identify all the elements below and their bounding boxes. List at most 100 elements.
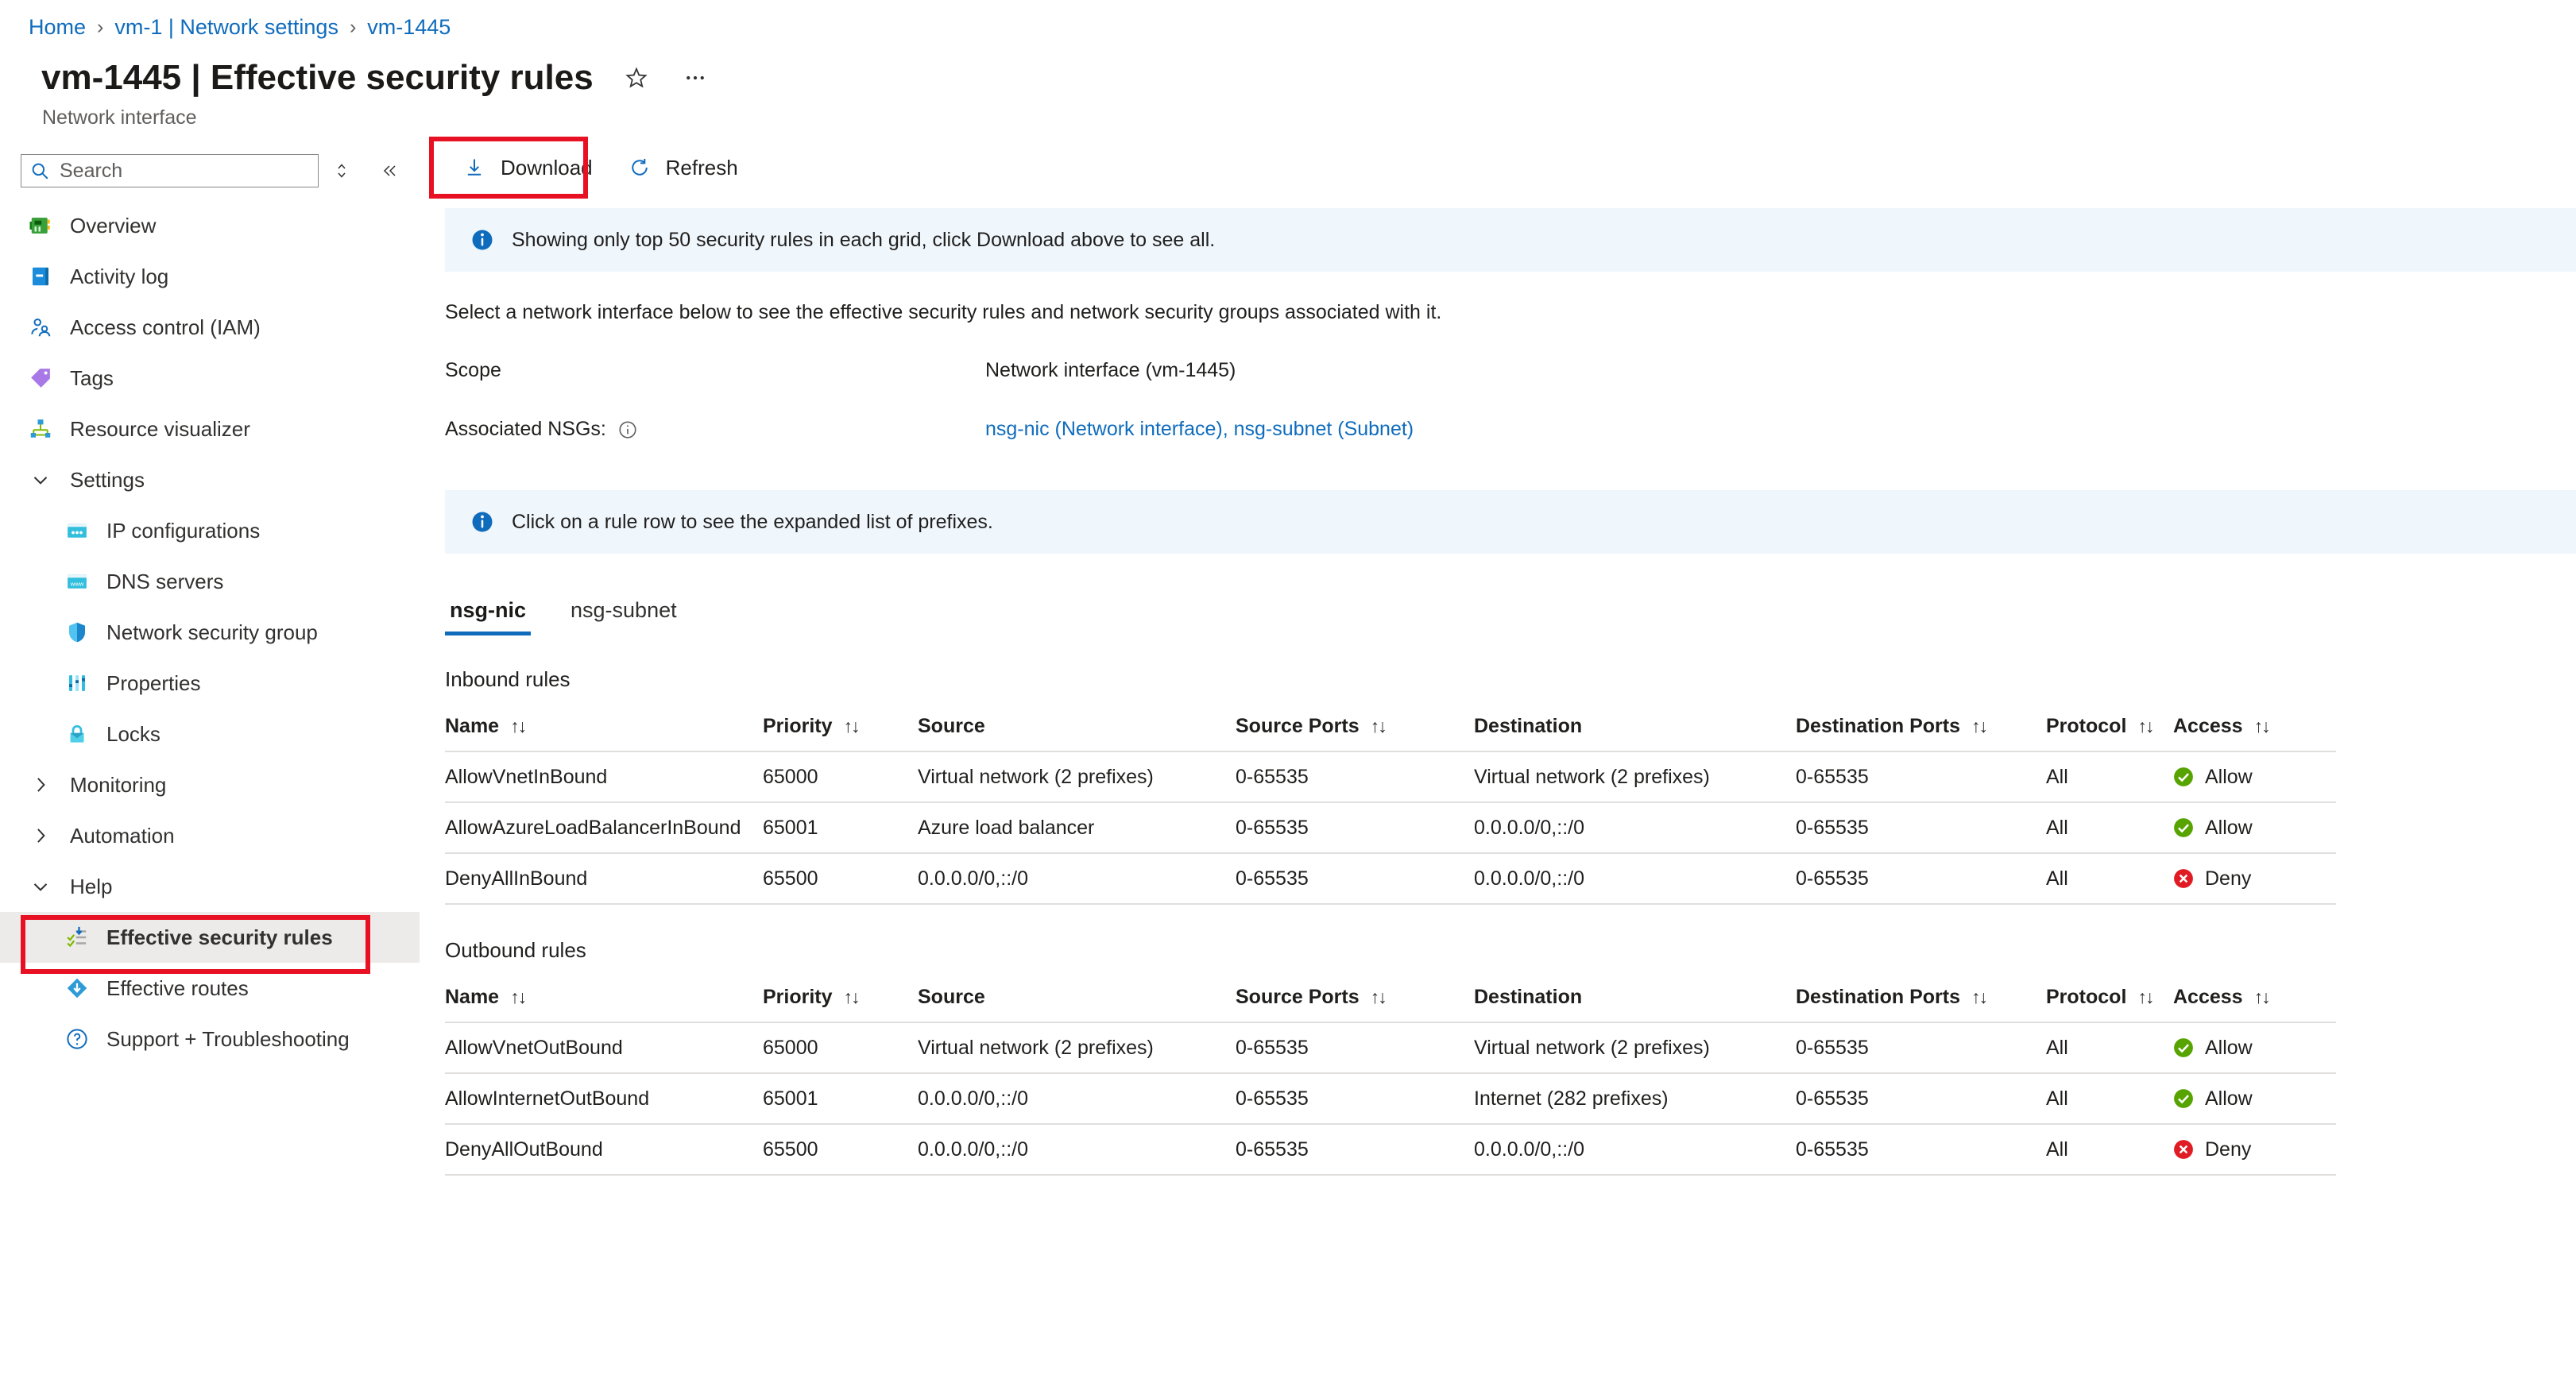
sidebar-item-automation[interactable]: Automation [0,810,420,861]
nsg-tabs: nsg-nic nsg-subnet [445,598,2576,635]
column-header-label: Priority [763,715,833,737]
column-header-destination-ports[interactable]: Destination Ports ↑↓ [1796,986,2046,1022]
table-row[interactable]: DenyAllInBound 65500 0.0.0.0/0,::/0 0-65535… [445,852,2336,905]
column-header-source[interactable]: Source [918,715,1236,751]
sort-arrows-icon[interactable]: ↑↓ [2253,716,2271,736]
column-header-priority[interactable]: Priority ↑↓ [763,986,918,1022]
refresh-button[interactable]: Refresh [610,148,756,187]
cell-protocol: All [2046,751,2173,802]
sort-arrows-icon[interactable]: ↑↓ [2137,987,2154,1007]
ellipsis-icon[interactable] [679,62,711,94]
search-input[interactable] [60,159,315,183]
column-header-destination[interactable]: Destination [1474,715,1796,751]
chevron-down-icon [27,466,54,493]
sidebar-nav: Overview Activity log Access control (IAM)… [0,200,420,1074]
sidebar-item-activity-log[interactable]: Activity log [0,251,420,302]
sort-arrows-icon[interactable]: ↑↓ [510,987,527,1007]
column-header-destination[interactable]: Destination [1474,986,1796,1022]
properties-icon [64,670,91,697]
inbound-rules-title: Inbound rules [445,667,571,691]
column-header-label: Source [918,715,985,737]
column-header-source[interactable]: Source [918,986,1236,1022]
chevron-right-icon [27,822,54,849]
sidebar-item-tags[interactable]: Tags [0,353,420,404]
search-box[interactable] [21,154,319,187]
breadcrumb: Home › vm-1 | Network settings › vm-1445 [29,14,451,40]
sidebar-item-help[interactable]: Help [0,861,420,912]
breadcrumb-item-vm-1445[interactable]: vm-1445 [367,15,451,39]
column-header-access[interactable]: Access ↑↓ [2173,986,2336,1022]
column-header-name[interactable]: Name ↑↓ [445,986,763,1022]
sidebar-item-overview[interactable]: Overview [0,200,420,251]
column-header-source-ports[interactable]: Source Ports ↑↓ [1236,986,1474,1022]
sort-arrows-icon[interactable]: ↑↓ [1370,987,1387,1007]
table-row[interactable]: AllowAzureLoadBalancerInBound 65001 Azure … [445,802,2336,853]
sidebar-item-locks[interactable]: Locks [0,709,420,759]
sidebar-item-access-control-iam[interactable]: Access control (IAM) [0,302,420,353]
sidebar-item-label: DNS servers [106,569,224,593]
sidebar-item-properties[interactable]: Properties [0,658,420,709]
info-circle-icon[interactable] [617,419,638,440]
table-row[interactable]: AllowInternetOutBound 65001 0.0.0.0/0,::/0… [445,1072,2336,1124]
sidebar-item-settings[interactable]: Settings [0,454,420,505]
dns-server-icon: www [64,568,91,595]
page-title: vm-1445 | Effective security rules [41,58,594,97]
download-label: Download [501,155,593,180]
breadcrumb-item-home[interactable]: Home [29,15,87,39]
sidebar-item-support-troubleshooting[interactable]: Support + Troubleshooting [0,1014,420,1064]
refresh-icon [628,156,652,180]
column-header-label: Destination Ports [1796,986,1960,1008]
sort-updown-icon[interactable] [327,156,356,186]
sort-arrows-icon[interactable]: ↑↓ [510,716,527,736]
column-header-source-ports[interactable]: Source Ports ↑↓ [1236,715,1474,751]
sidebar-item-effective-routes[interactable]: Effective routes [0,963,420,1014]
sort-arrows-icon[interactable]: ↑↓ [1971,716,1988,736]
associated-nsgs-link[interactable]: nsg-nic (Network interface), nsg-subnet … [985,418,1414,440]
sort-arrows-icon[interactable]: ↑↓ [2253,987,2271,1007]
sidebar-item-monitoring[interactable]: Monitoring [0,759,420,810]
sidebar-item-label: Tags [70,365,114,390]
sidebar-item-effective-security-rules[interactable]: Effective security rules [0,912,420,963]
cell-name: AllowAzureLoadBalancerInBound [445,802,763,853]
cell-source: 0.0.0.0/0,::/0 [918,1072,1236,1124]
table-header-row: Name ↑↓ Priority ↑↓ Source Source Ports ↑↓ Dest… [445,715,2336,751]
sidebar-item-dns-servers[interactable]: www DNS servers [0,556,420,607]
column-header-name[interactable]: Name ↑↓ [445,715,763,751]
table-row[interactable]: DenyAllOutBound 65500 0.0.0.0/0,::/0 0-6553… [445,1123,2336,1176]
sort-arrows-icon[interactable]: ↑↓ [843,716,861,736]
column-header-protocol[interactable]: Protocol ↑↓ [2046,715,2173,751]
allow-check-icon [2173,817,2194,838]
column-header-destination-ports[interactable]: Destination Ports ↑↓ [1796,715,2046,751]
cell-source: Virtual network (2 prefixes) [918,751,1236,802]
cell-destination-ports: 0-65535 [1796,751,2046,802]
column-header-access[interactable]: Access ↑↓ [2173,715,2336,751]
shield-icon [64,619,91,646]
sort-arrows-icon[interactable]: ↑↓ [1971,987,1988,1007]
table-row[interactable]: AllowVnetInBound 65000 Virtual network (2 … [445,751,2336,802]
cell-source: Virtual network (2 prefixes) [918,1022,1236,1073]
tab-nsg-nic[interactable]: nsg-nic [445,598,532,635]
sidebar-item-label: Properties [106,670,201,695]
sidebar-item-network-security-group[interactable]: Network security group [0,607,420,658]
download-button[interactable]: Download [445,148,610,187]
column-header-priority[interactable]: Priority ↑↓ [763,715,918,751]
sidebar-item-ip-configurations[interactable]: IP configurations [0,505,420,556]
sidebar-item-label: IP configurations [106,518,261,543]
table-row[interactable]: AllowVnetOutBound 65000 Virtual network (2… [445,1022,2336,1073]
sidebar-item-resource-visualizer[interactable]: Resource visualizer [0,404,420,454]
breadcrumb-item-vm-1-network-settings[interactable]: vm-1 | Network settings [114,15,338,39]
cell-access: Deny [2173,852,2336,905]
sidebar-item-label: Network security group [106,620,318,644]
sort-arrows-icon[interactable]: ↑↓ [2137,716,2154,736]
info-icon [470,510,494,534]
cell-source: 0.0.0.0/0,::/0 [918,1123,1236,1176]
star-icon[interactable] [621,62,652,94]
tab-nsg-subnet[interactable]: nsg-subnet [571,598,677,622]
tag-icon [27,365,54,392]
column-header-protocol[interactable]: Protocol ↑↓ [2046,986,2173,1022]
double-chevron-left-icon[interactable] [375,156,404,186]
column-header-label: Protocol [2046,986,2127,1008]
access-label: Deny [2205,1138,2252,1161]
sort-arrows-icon[interactable]: ↑↓ [1370,716,1387,736]
sort-arrows-icon[interactable]: ↑↓ [843,987,861,1007]
